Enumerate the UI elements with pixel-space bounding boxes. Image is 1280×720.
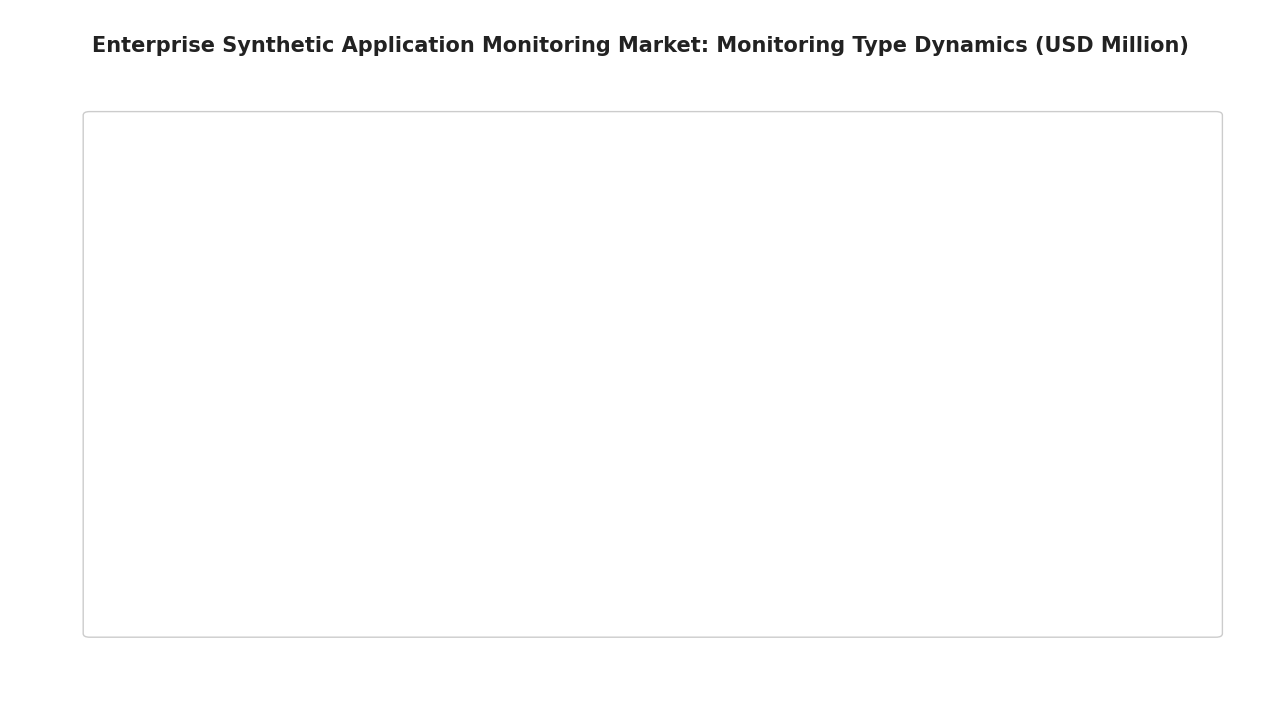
Bar [532,396,623,533]
Bar [682,191,773,533]
Bar [433,381,524,533]
Bar [982,336,1073,533]
Bar [882,328,973,533]
Legend: API Monitoring, SaaS Application Monitoring, Mobile Application Monitoring, Web : API Monitoring, SaaS Application Monitor… [169,615,1137,642]
Bar [233,244,324,533]
Bar [333,339,424,533]
Bar [782,290,873,533]
Text: Enterprise Synthetic Application Monitoring Market: Monitoring Type Dynamics (US: Enterprise Synthetic Application Monitor… [92,36,1188,56]
